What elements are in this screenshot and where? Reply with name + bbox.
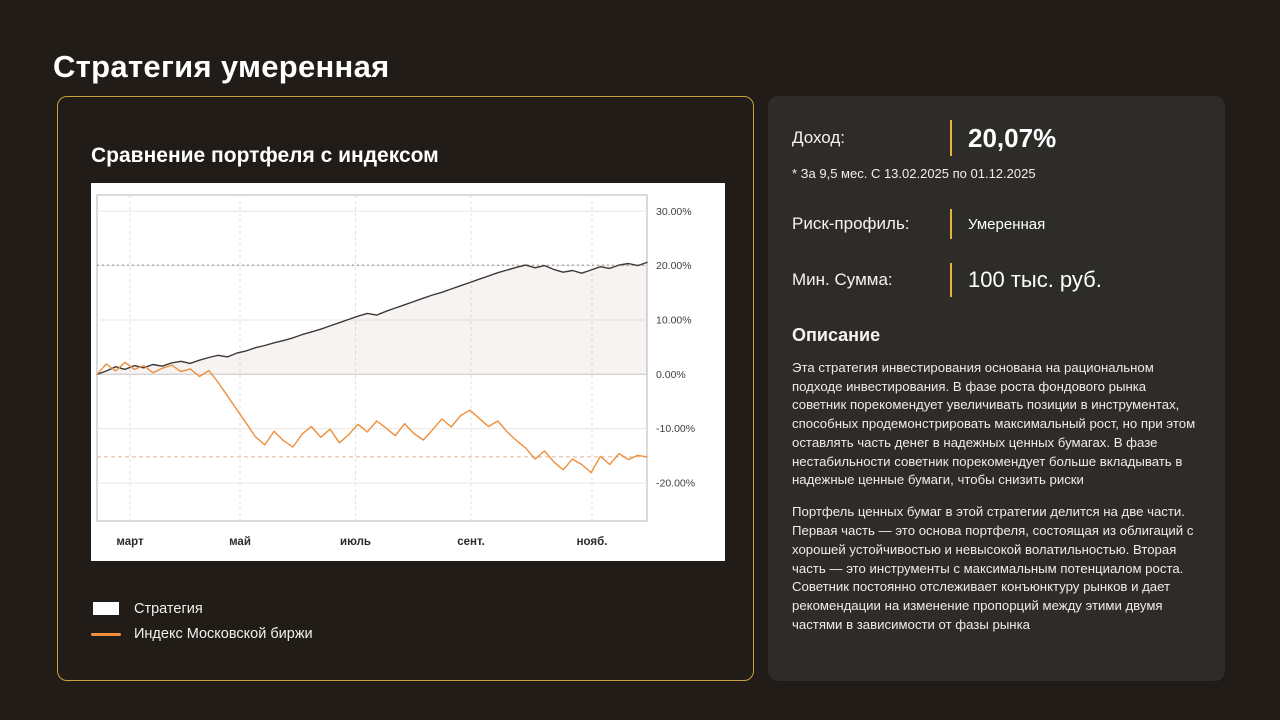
page-title: Стратегия умеренная xyxy=(53,48,390,84)
chart-legend: Стратегия Индекс Московской биржи xyxy=(91,600,313,642)
description-paragraph-2: Портфель ценных бумаг в этой стратегии д… xyxy=(792,504,1194,632)
risk-profile-row: Риск-профиль: Умеренная xyxy=(792,209,1201,239)
min-sum-value: 100 тыс. руб. xyxy=(950,263,1102,297)
comparison-panel: Сравнение портфеля с индексом март май июл… xyxy=(57,96,754,681)
legend-item-strategy: Стратегия xyxy=(91,600,313,617)
income-value: 20,07% xyxy=(950,120,1056,156)
legend-item-index: Индекс Московской биржи xyxy=(91,626,313,642)
svg-text:июль: июль xyxy=(340,536,371,548)
svg-text:10.00%: 10.00% xyxy=(656,314,692,326)
svg-text:30.00%: 30.00% xyxy=(656,206,692,218)
min-sum-row: Мин. Сумма: 100 тыс. руб. xyxy=(792,263,1201,297)
description-paragraph-1: Эта стратегия инвестирования основана на… xyxy=(792,360,1196,488)
svg-text:март: март xyxy=(116,536,144,548)
index-line-icon xyxy=(91,632,121,636)
legend-label-index: Индекс Московской биржи xyxy=(134,626,313,642)
comparison-chart: март май июль сент. нояб. 30.00% 20.00% 10.00% 0… xyxy=(91,183,725,561)
min-sum-label: Мин. Сумма: xyxy=(792,270,893,289)
risk-profile-label: Риск-профиль: xyxy=(792,214,910,233)
legend-label-strategy: Стратегия xyxy=(134,600,203,617)
svg-text:нояб.: нояб. xyxy=(577,536,608,548)
income-row: Доход: 20,07% xyxy=(792,120,1201,156)
svg-text:20.00%: 20.00% xyxy=(656,260,692,272)
risk-profile-value: Умеренная xyxy=(950,209,1045,239)
svg-text:сент.: сент. xyxy=(457,536,485,548)
chart-heading: Сравнение портфеля с индексом xyxy=(91,144,439,168)
svg-text:-10.00%: -10.00% xyxy=(656,423,695,435)
description-heading: Описание xyxy=(792,325,881,345)
income-period-note: * За 9,5 мес. С 13.02.2025 по 01.12.2025 xyxy=(792,166,1036,181)
income-label: Доход: xyxy=(792,128,846,147)
svg-text:-20.00%: -20.00% xyxy=(656,477,695,489)
strategy-swatch-icon xyxy=(91,600,121,617)
svg-text:май: май xyxy=(229,536,251,548)
strategy-info-card: Доход: 20,07% * За 9,5 мес. С 13.02.2025… xyxy=(768,96,1225,681)
svg-text:0.00%: 0.00% xyxy=(656,369,686,381)
